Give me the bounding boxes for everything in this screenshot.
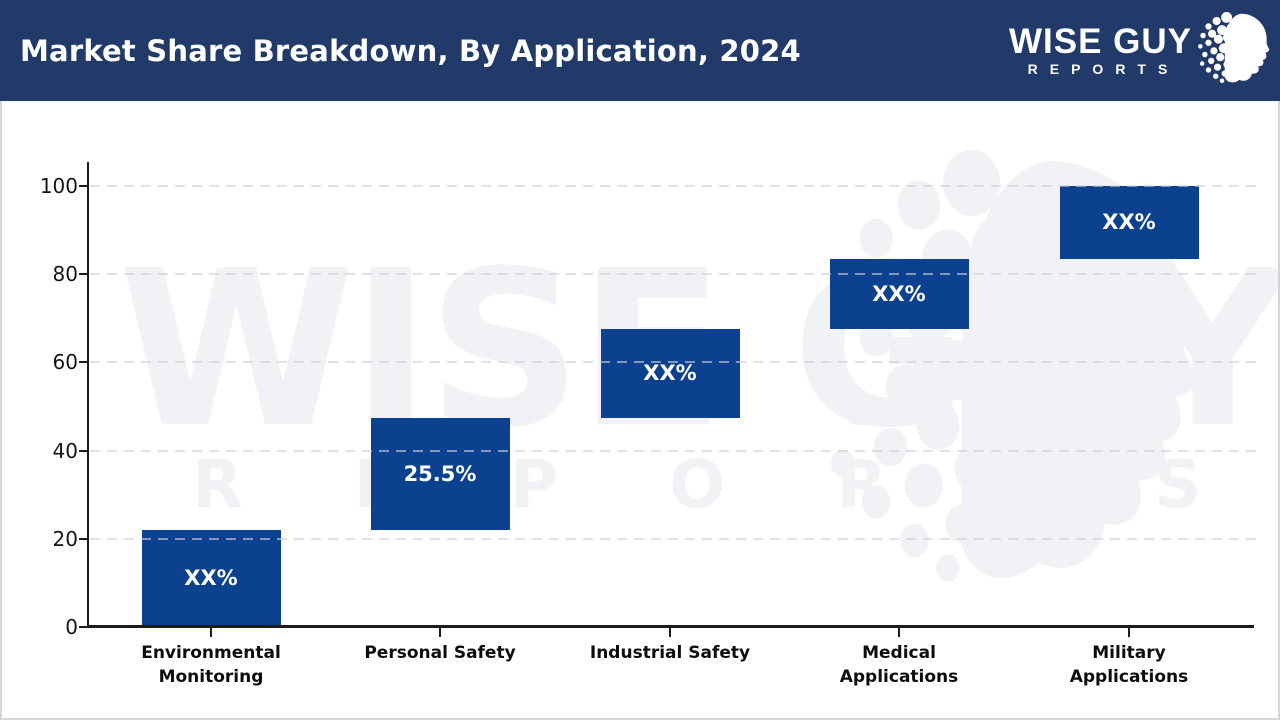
- bar-value-label-medical-applications: XX%: [872, 282, 926, 307]
- brand-head-icon: [1198, 12, 1270, 84]
- gridline-y-80: [90, 273, 1262, 276]
- y-tick-label-20: 20: [52, 526, 78, 551]
- header-bar: Market Share Breakdown, By Application, …: [0, 0, 1280, 101]
- x-axis-line: [87, 625, 1254, 628]
- y-tick-label-0: 0: [65, 615, 78, 639]
- category-label-industrial-safety: Industrial Safety: [589, 643, 751, 663]
- y-tick-mark-40: [79, 449, 87, 452]
- page-border-left: [0, 101, 2, 720]
- gridline-y-40: [90, 449, 1262, 452]
- gridline-y-20: [90, 537, 1262, 540]
- page-title: Market Share Breakdown, By Application, …: [20, 33, 801, 68]
- category-label-military-applications: Military Applications: [1069, 643, 1189, 687]
- bar-value-label-personal-safety: 25.5%: [403, 461, 477, 486]
- x-tick-mark-environmental-monitoring: [210, 628, 212, 637]
- x-tick-mark-medical-applications: [898, 628, 900, 637]
- bar-military-applications: XX%: [1059, 186, 1199, 259]
- bar-value-label-industrial-safety: XX%: [643, 361, 697, 386]
- brand-subtitle: REPORTS: [1027, 61, 1180, 77]
- gridline-y-100: [90, 185, 1262, 187]
- page-border-right: [1278, 101, 1280, 720]
- brand-logo: WISE GUY REPORTS: [1009, 6, 1270, 94]
- brand-name: WISE GUY: [1008, 22, 1192, 61]
- bar-value-label-military-applications: XX%: [1102, 210, 1156, 235]
- page-border-bottom: [0, 718, 1280, 720]
- x-tick-mark-industrial-safety: [669, 628, 671, 637]
- y-tick-mark-20: [79, 537, 87, 540]
- bar-industrial-safety: XX%: [600, 329, 740, 418]
- x-tick-mark-military-applications: [1128, 628, 1130, 637]
- x-tick-mark-personal-safety: [439, 628, 441, 637]
- y-tick-mark-60: [79, 361, 87, 364]
- y-tick-label-100: 100: [39, 174, 78, 198]
- y-tick-mark-0: [79, 626, 87, 628]
- category-label-personal-safety: Personal Safety: [364, 643, 516, 663]
- y-tick-label-40: 40: [52, 438, 78, 463]
- y-axis-line: [87, 162, 89, 628]
- bar-environmental-monitoring: XX%: [141, 529, 281, 627]
- category-label-medical-applications: Medical Applications: [839, 643, 959, 687]
- category-label-environmental-monitoring: Environmental Monitoring: [141, 643, 281, 687]
- bar-medical-applications: XX%: [829, 258, 969, 330]
- brand-logo-text: WISE GUY REPORTS: [1009, 24, 1192, 76]
- y-tick-mark-100: [79, 185, 87, 187]
- bar-value-label-environmental-monitoring: XX%: [184, 566, 238, 591]
- y-tick-label-60: 60: [52, 350, 78, 375]
- y-tick-label-80: 80: [52, 262, 78, 287]
- bar-personal-safety: 25.5%: [370, 417, 510, 530]
- gridline-y-60: [90, 361, 1262, 364]
- y-tick-mark-80: [79, 273, 87, 276]
